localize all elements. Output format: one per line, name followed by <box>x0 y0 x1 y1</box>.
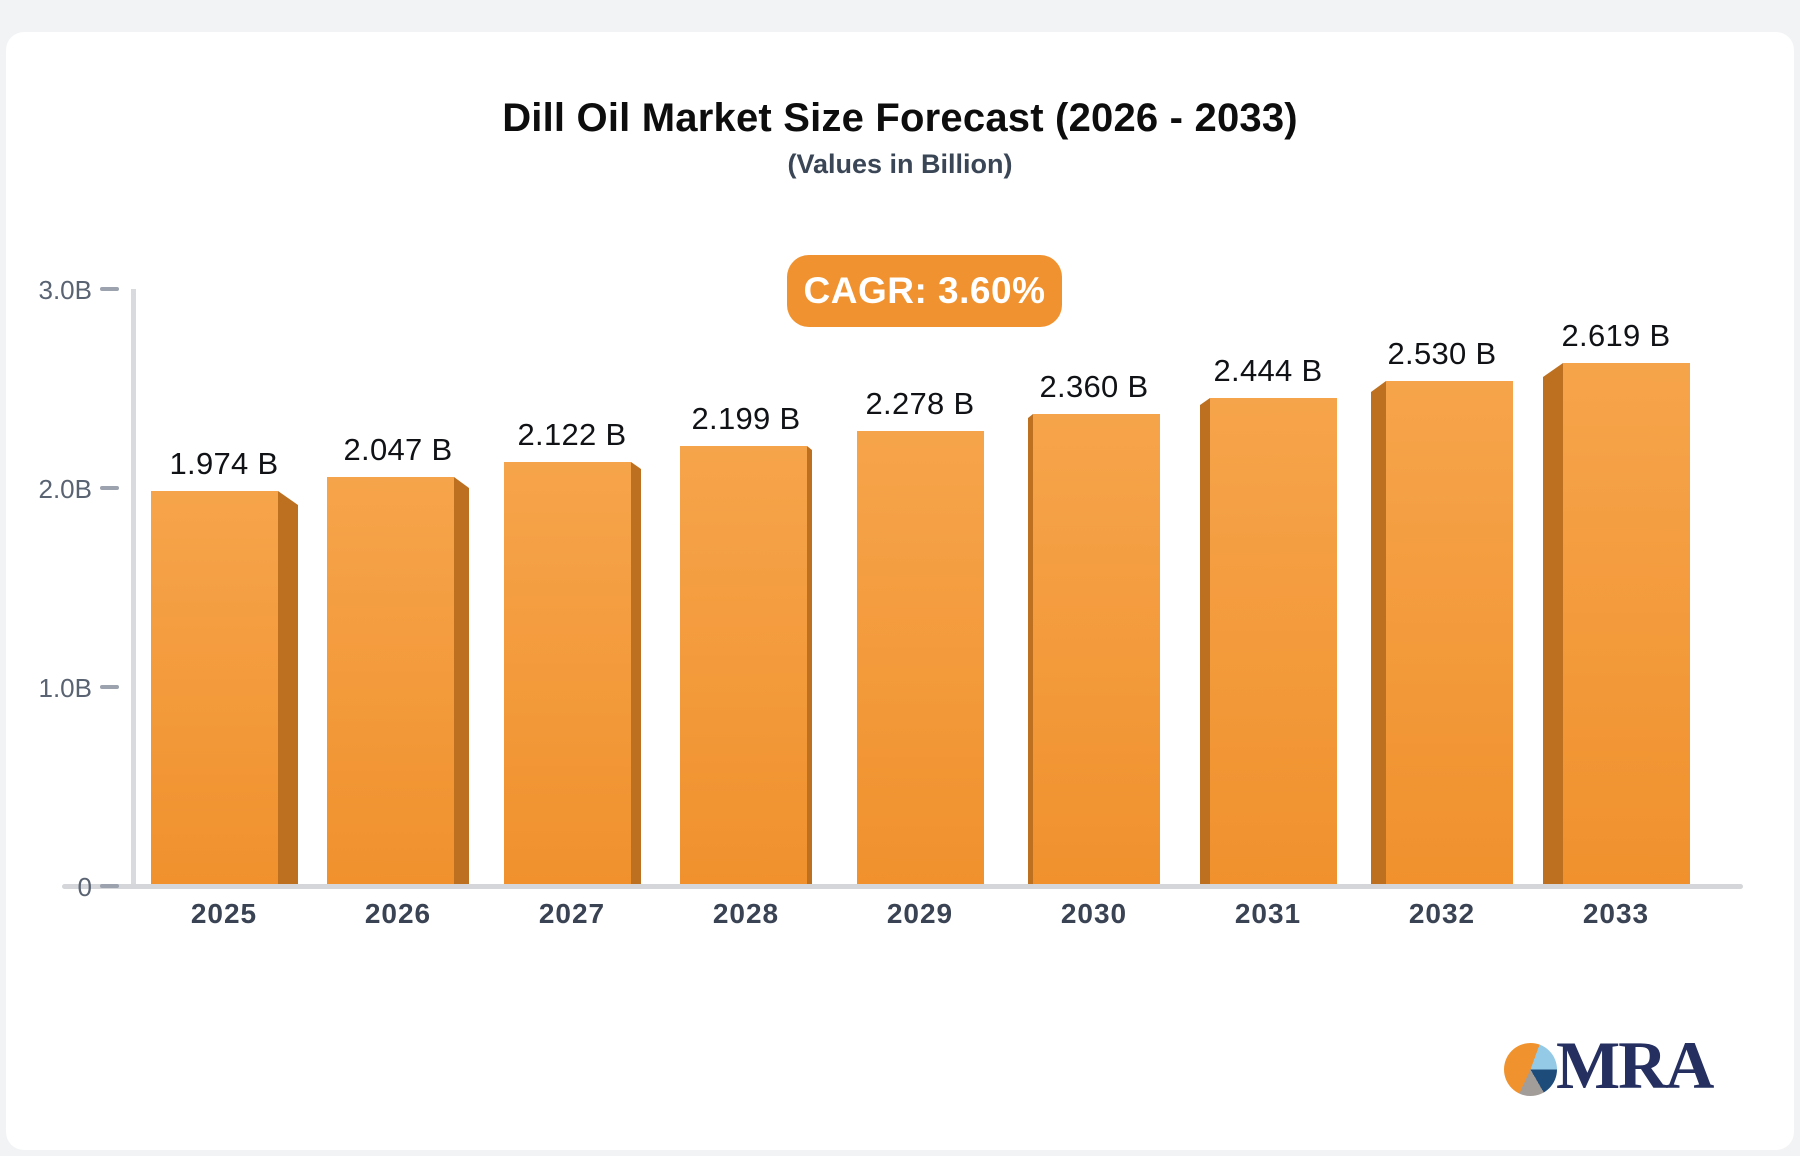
bar-value-label-2030: 2.360 B <box>1039 369 1149 404</box>
bar-side-2030 <box>1028 414 1033 884</box>
chart-subtitle: (Values in Billion) <box>787 149 1013 179</box>
bar-2026 <box>327 477 469 884</box>
x-axis-label-2029: 2029 <box>886 898 954 929</box>
x-axis-label-2032: 2032 <box>1408 898 1476 929</box>
x-axis-line <box>62 884 1743 889</box>
pie-chart-logo-icon <box>1504 1042 1557 1096</box>
bar-2032 <box>1371 381 1513 884</box>
chart-title: Dill Oil Market Size Forecast (2026 - 20… <box>502 96 1298 140</box>
y-axis-tick-mark <box>100 685 119 689</box>
x-axis-label-2030: 2030 <box>1060 898 1128 929</box>
bar-side-2025 <box>278 491 298 884</box>
bar-face-2030 <box>1033 414 1160 884</box>
bar-side-2031 <box>1200 398 1210 884</box>
bar-face-2032 <box>1386 381 1513 884</box>
bar-2025 <box>151 491 298 884</box>
bar-face-2033 <box>1563 363 1690 884</box>
x-axis-label-2031: 2031 <box>1234 898 1302 929</box>
bar-side-2028 <box>807 446 812 884</box>
y-axis-tick-mark <box>100 486 119 490</box>
y-axis-tick-label-2.0B: 2.0B <box>38 474 93 504</box>
x-axis-label-2027: 2027 <box>538 898 606 929</box>
bar-2031 <box>1200 398 1337 884</box>
brand-logo-text: MRA <box>1556 1027 1714 1103</box>
bar-2030 <box>1028 414 1160 884</box>
x-axis-label-2028: 2028 <box>712 898 780 929</box>
bar-face-2027 <box>504 462 631 884</box>
y-axis-tick-mark <box>100 884 119 888</box>
x-axis-label-2026: 2026 <box>364 898 432 929</box>
bar-value-label-2032: 2.530 B <box>1387 336 1497 371</box>
bar-side-2027 <box>631 462 641 884</box>
bar-value-label-2031: 2.444 B <box>1213 353 1323 388</box>
y-axis-tick-label-0: 0 <box>77 872 92 902</box>
x-axis-label-2025: 2025 <box>190 898 258 929</box>
y-axis-tick-label-3.0B: 3.0B <box>38 275 93 305</box>
bar-face-2026 <box>327 477 454 884</box>
bar-2028 <box>680 446 812 884</box>
x-axis-label-2033: 2033 <box>1582 898 1650 929</box>
cagr-badge: CAGR: 3.60% <box>787 255 1062 327</box>
bar-value-label-2029: 2.278 B <box>865 386 975 421</box>
bar-2029 <box>857 431 984 884</box>
bar-side-2026 <box>454 477 469 884</box>
bar-value-label-2026: 2.047 B <box>343 432 453 467</box>
bar-2027 <box>504 462 641 884</box>
bar-2033 <box>1543 363 1690 884</box>
brand-logo: MRA <box>1504 1031 1714 1099</box>
bar-face-2025 <box>151 491 278 884</box>
bar-value-label-2027: 2.122 B <box>517 417 627 452</box>
y-axis-line <box>131 289 136 886</box>
bar-value-label-2033: 2.619 B <box>1561 318 1671 353</box>
bar-side-2032 <box>1371 381 1386 884</box>
y-axis-tick-mark <box>100 287 119 291</box>
bar-value-label-2028: 2.199 B <box>691 401 801 436</box>
bar-face-2029 <box>857 431 984 884</box>
bar-value-label-2025: 1.974 B <box>169 446 279 481</box>
y-axis-tick-label-1.0B: 1.0B <box>38 673 93 703</box>
bar-face-2031 <box>1210 398 1337 884</box>
bar-side-2033 <box>1543 363 1563 884</box>
bar-face-2028 <box>680 446 807 884</box>
